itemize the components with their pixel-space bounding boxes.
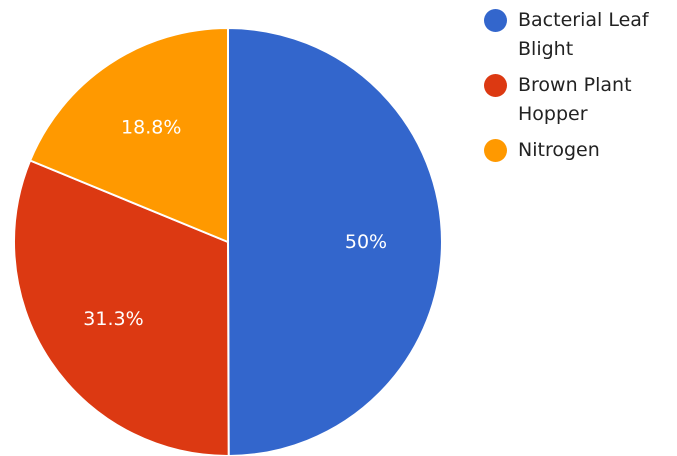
slice-label-brown-plant-hopper: 31.3% — [83, 308, 143, 330]
chart-legend: Bacterial Leaf Blight Brown Plant Hopper… — [484, 6, 674, 172]
slice-label-nitrogen: 18.8% — [121, 116, 181, 138]
pie-slice-brown-plant-hopper[interactable] — [13, 159, 230, 456]
legend-label-nitrogen: Nitrogen — [518, 139, 600, 161]
pie-slice-labels: 50% 31.3% 18.8% — [83, 116, 387, 330]
legend-swatch-brown-plant-hopper — [484, 74, 507, 97]
slice-label-bacterial-leaf-blight: 50% — [345, 231, 387, 253]
legend-item-bacterial-leaf-blight[interactable]: Bacterial Leaf Blight — [484, 6, 674, 64]
legend-item-brown-plant-hopper[interactable]: Brown Plant Hopper — [484, 71, 674, 129]
legend-label-bacterial-leaf-blight: Bacterial Leaf Blight — [518, 9, 649, 60]
pie-slice-bacterial-leaf-blight[interactable] — [227, 26, 444, 456]
pie-slice-nitrogen[interactable] — [28, 26, 229, 244]
legend-item-nitrogen[interactable]: Nitrogen — [484, 136, 674, 165]
legend-label-brown-plant-hopper: Brown Plant Hopper — [518, 74, 632, 125]
legend-swatch-bacterial-leaf-blight — [484, 9, 507, 32]
legend-swatch-nitrogen — [484, 139, 507, 162]
pie-slices — [13, 26, 444, 456]
